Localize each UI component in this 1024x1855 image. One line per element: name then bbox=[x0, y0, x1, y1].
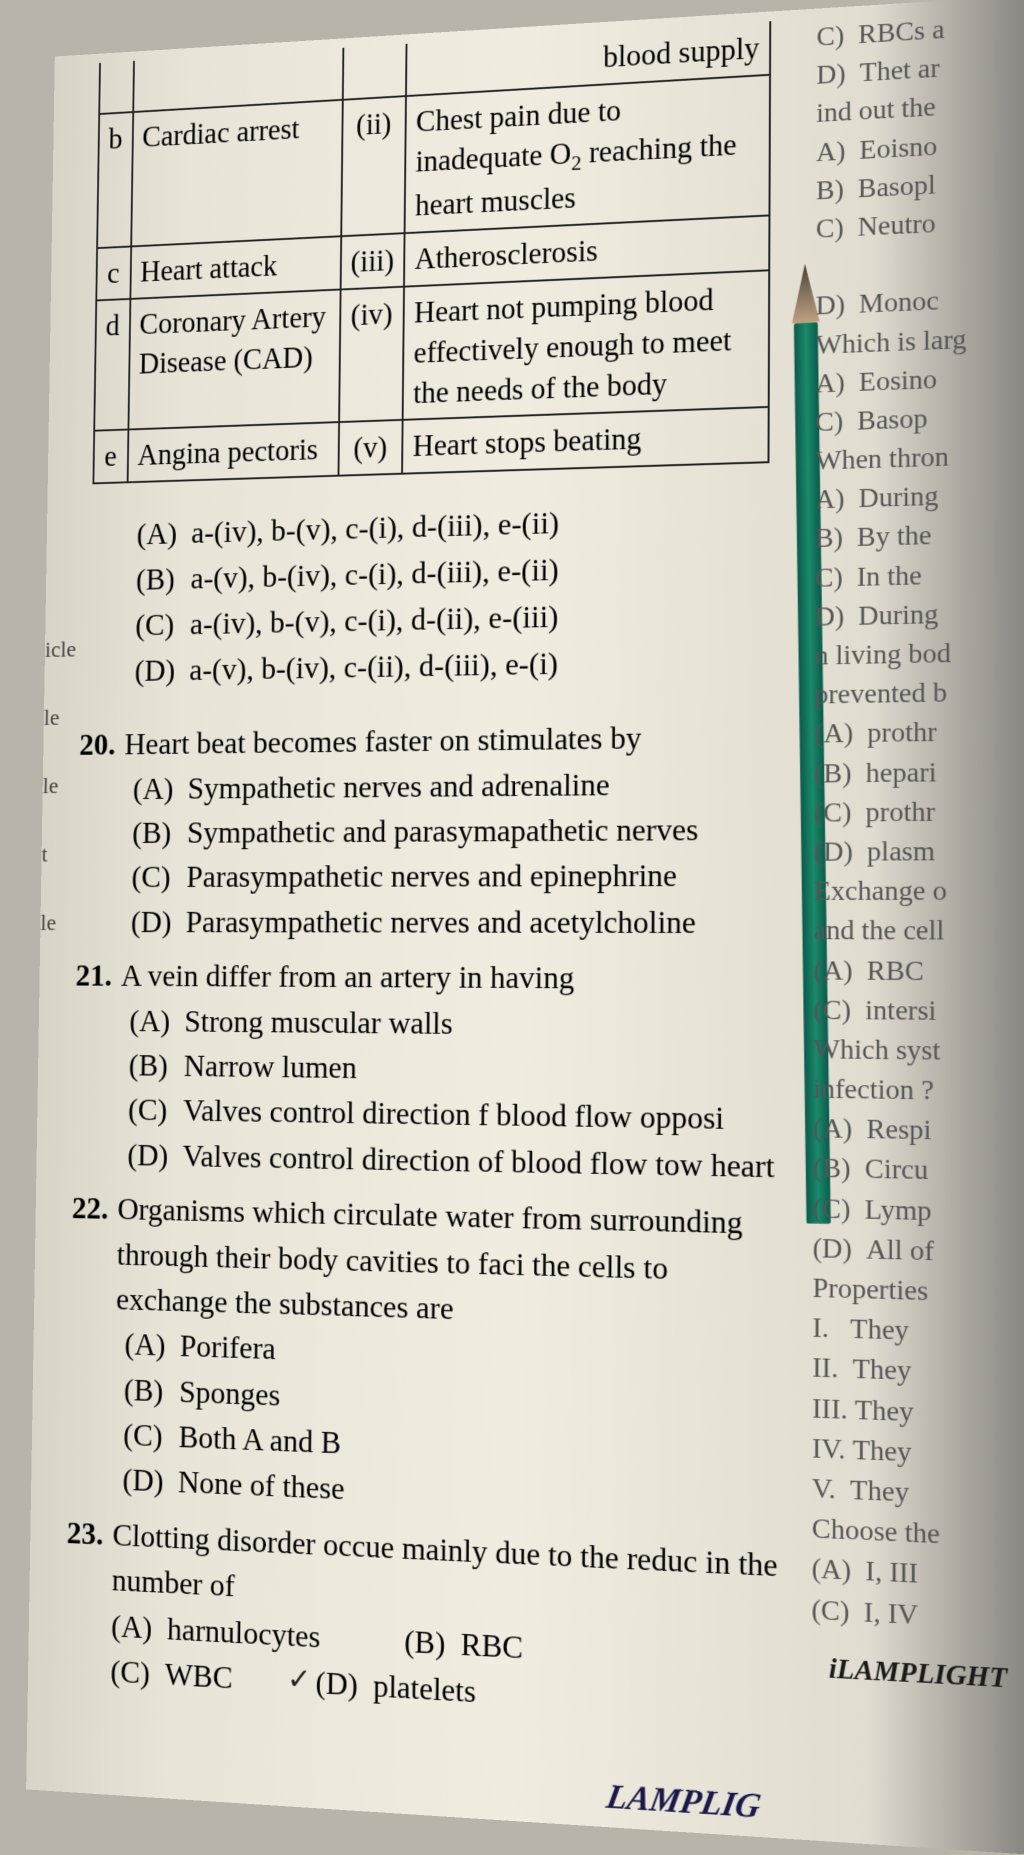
match-answer-options: (A)a-(iv), b-(v), c-(i), d-(iii), e-(ii)… bbox=[134, 492, 791, 693]
question-23: 23.Clotting disorder occue mainly due to… bbox=[55, 1509, 787, 1732]
right-page-fragments: C) RBCs aD) Thet arind out theA) EoisnoB… bbox=[801, 0, 1024, 1641]
matching-table: blood supply b Cardiac arrest (ii) Chest… bbox=[92, 21, 771, 484]
tick-icon: ✓ bbox=[287, 1658, 311, 1703]
publisher-logo-footer: LAMPLIG bbox=[603, 1778, 763, 1826]
question-21: 21.A vein differ from an artery in havin… bbox=[63, 953, 789, 1190]
question-20: 20.Heart beat becomes faster on stimulat… bbox=[67, 713, 790, 945]
question-22: 22.Organisms which circulate water from … bbox=[58, 1185, 788, 1531]
publisher-logo-side: iLAMPLIGHT bbox=[829, 1653, 1007, 1696]
